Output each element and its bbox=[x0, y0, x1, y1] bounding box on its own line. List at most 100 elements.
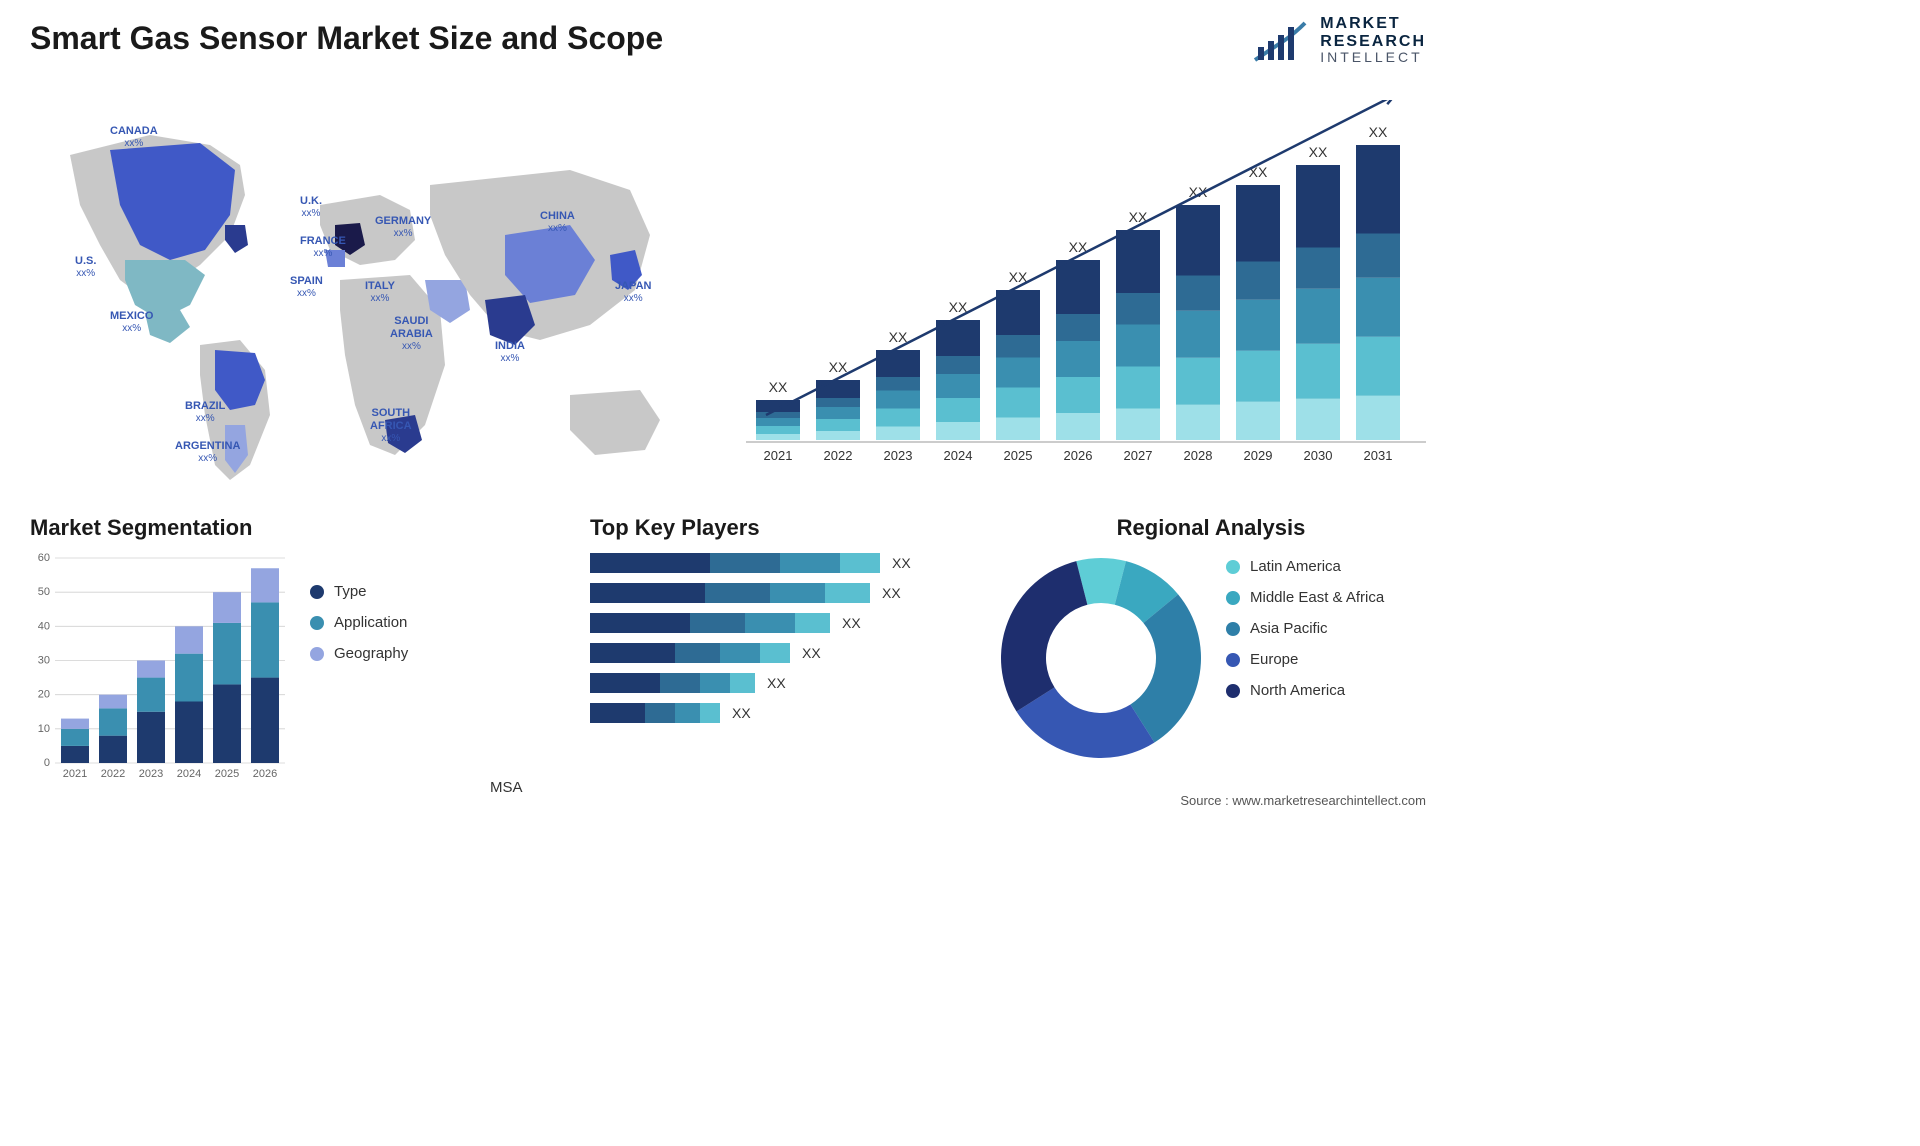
seg-legend-item: Geography bbox=[310, 645, 408, 662]
player-value: XX bbox=[732, 705, 751, 721]
forecast-bar-label: XX bbox=[1309, 144, 1328, 160]
seg-ytick: 40 bbox=[38, 620, 50, 632]
seg-year-label: 2026 bbox=[253, 768, 277, 780]
player-bar-segment bbox=[825, 583, 870, 603]
player-row: XX bbox=[590, 613, 970, 633]
forecast-bar-label: XX bbox=[829, 359, 848, 375]
legend-label: North America bbox=[1250, 682, 1345, 699]
legend-dot-icon bbox=[1226, 653, 1240, 667]
seg-bar-segment bbox=[251, 678, 279, 763]
forecast-bar-segment bbox=[1356, 396, 1400, 440]
legend-dot-icon bbox=[310, 647, 324, 661]
seg-bar-segment bbox=[61, 729, 89, 746]
regional-legend-item: Asia Pacific bbox=[1226, 620, 1384, 637]
forecast-bar-segment bbox=[1176, 358, 1220, 405]
forecast-year-label: 2026 bbox=[1064, 448, 1093, 463]
map-label-brazil: BRAZILxx% bbox=[185, 400, 225, 425]
forecast-bar-segment bbox=[936, 356, 980, 374]
player-row: XX bbox=[590, 703, 970, 723]
player-bar bbox=[590, 553, 880, 573]
forecast-bar-segment bbox=[876, 409, 920, 427]
player-bar bbox=[590, 583, 870, 603]
player-bar-segment bbox=[770, 583, 825, 603]
seg-bar-segment bbox=[213, 592, 241, 623]
map-label-italy: ITALYxx% bbox=[365, 280, 395, 305]
regional-legend-item: Europe bbox=[1226, 651, 1384, 668]
segmentation-legend: TypeApplicationGeography bbox=[310, 553, 408, 783]
player-bar-segment bbox=[730, 673, 755, 693]
seg-ytick: 60 bbox=[38, 553, 50, 564]
forecast-bar-segment bbox=[1356, 337, 1400, 396]
forecast-bar-segment bbox=[996, 418, 1040, 441]
world-map: CANADAxx%U.S.xx%MEXICOxx%BRAZILxx%ARGENT… bbox=[30, 95, 710, 495]
map-label-us: U.S.xx% bbox=[75, 255, 96, 280]
legend-dot-icon bbox=[1226, 684, 1240, 698]
player-bar-segment bbox=[590, 613, 690, 633]
map-label-spain: SPAINxx% bbox=[290, 275, 323, 300]
forecast-year-label: 2027 bbox=[1124, 448, 1153, 463]
legend-dot-icon bbox=[1226, 560, 1240, 574]
forecast-bar-segment bbox=[1296, 248, 1340, 289]
forecast-year-label: 2025 bbox=[1004, 448, 1033, 463]
seg-bar-segment bbox=[251, 602, 279, 677]
logo-line2: RESEARCH bbox=[1320, 33, 1426, 51]
forecast-bar-segment bbox=[1236, 262, 1280, 300]
player-bar-segment bbox=[590, 643, 675, 663]
player-value: XX bbox=[892, 555, 911, 571]
forecast-year-label: 2022 bbox=[824, 448, 853, 463]
forecast-year-label: 2030 bbox=[1304, 448, 1333, 463]
seg-year-label: 2025 bbox=[215, 768, 239, 780]
seg-bar-segment bbox=[99, 736, 127, 763]
forecast-bar-segment bbox=[1116, 325, 1160, 367]
player-bar-segment bbox=[675, 643, 720, 663]
regional-legend-item: North America bbox=[1226, 682, 1384, 699]
seg-ytick: 0 bbox=[44, 757, 50, 769]
player-bar-segment bbox=[705, 583, 770, 603]
forecast-bar-segment bbox=[756, 418, 800, 426]
legend-dot-icon bbox=[1226, 591, 1240, 605]
forecast-bar-segment bbox=[1176, 311, 1220, 358]
player-bar-segment bbox=[745, 613, 795, 633]
legend-dot-icon bbox=[1226, 622, 1240, 636]
legend-label: Middle East & Africa bbox=[1250, 589, 1384, 606]
forecast-bar-segment bbox=[876, 377, 920, 391]
seg-legend-item: Application bbox=[310, 614, 408, 631]
forecast-bar-segment bbox=[816, 431, 860, 440]
forecast-bar-segment bbox=[816, 398, 860, 407]
seg-bar-segment bbox=[61, 746, 89, 763]
forecast-bar-segment bbox=[1356, 278, 1400, 337]
seg-bar-segment bbox=[137, 712, 165, 763]
regional-donut bbox=[996, 553, 1206, 763]
player-bar-segment bbox=[690, 613, 745, 633]
seg-bar-segment bbox=[99, 695, 127, 709]
seg-bar-segment bbox=[213, 623, 241, 684]
player-bar bbox=[590, 703, 720, 723]
forecast-bar-segment bbox=[756, 426, 800, 434]
forecast-bar-segment bbox=[1356, 234, 1400, 278]
msa-label: MSA bbox=[490, 779, 523, 796]
player-row: XX bbox=[590, 643, 970, 663]
seg-year-label: 2023 bbox=[139, 768, 163, 780]
map-label-uk: U.K.xx% bbox=[300, 195, 322, 220]
logo-line3: INTELLECT bbox=[1320, 50, 1426, 65]
player-bar-segment bbox=[590, 703, 645, 723]
player-bar bbox=[590, 613, 830, 633]
regional-legend-item: Latin America bbox=[1226, 558, 1384, 575]
seg-bar-segment bbox=[175, 654, 203, 702]
player-row: XX bbox=[590, 673, 970, 693]
segmentation-title: Market Segmentation bbox=[30, 515, 470, 541]
legend-dot-icon bbox=[310, 616, 324, 630]
forecast-bar-segment bbox=[1056, 377, 1100, 413]
seg-ytick: 10 bbox=[38, 723, 50, 735]
regional-title: Regional Analysis bbox=[996, 515, 1426, 541]
player-bar-segment bbox=[675, 703, 700, 723]
seg-bar-segment bbox=[99, 708, 127, 735]
seg-bar-segment bbox=[175, 702, 203, 764]
forecast-bar-segment bbox=[936, 374, 980, 398]
legend-label: Application bbox=[334, 614, 407, 631]
forecast-bar-segment bbox=[816, 380, 860, 398]
map-label-japan: JAPANxx% bbox=[615, 280, 651, 305]
map-label-saudiarabia: SAUDIARABIAxx% bbox=[390, 315, 433, 353]
forecast-bar-segment bbox=[1296, 165, 1340, 248]
forecast-bar-segment bbox=[1056, 341, 1100, 377]
